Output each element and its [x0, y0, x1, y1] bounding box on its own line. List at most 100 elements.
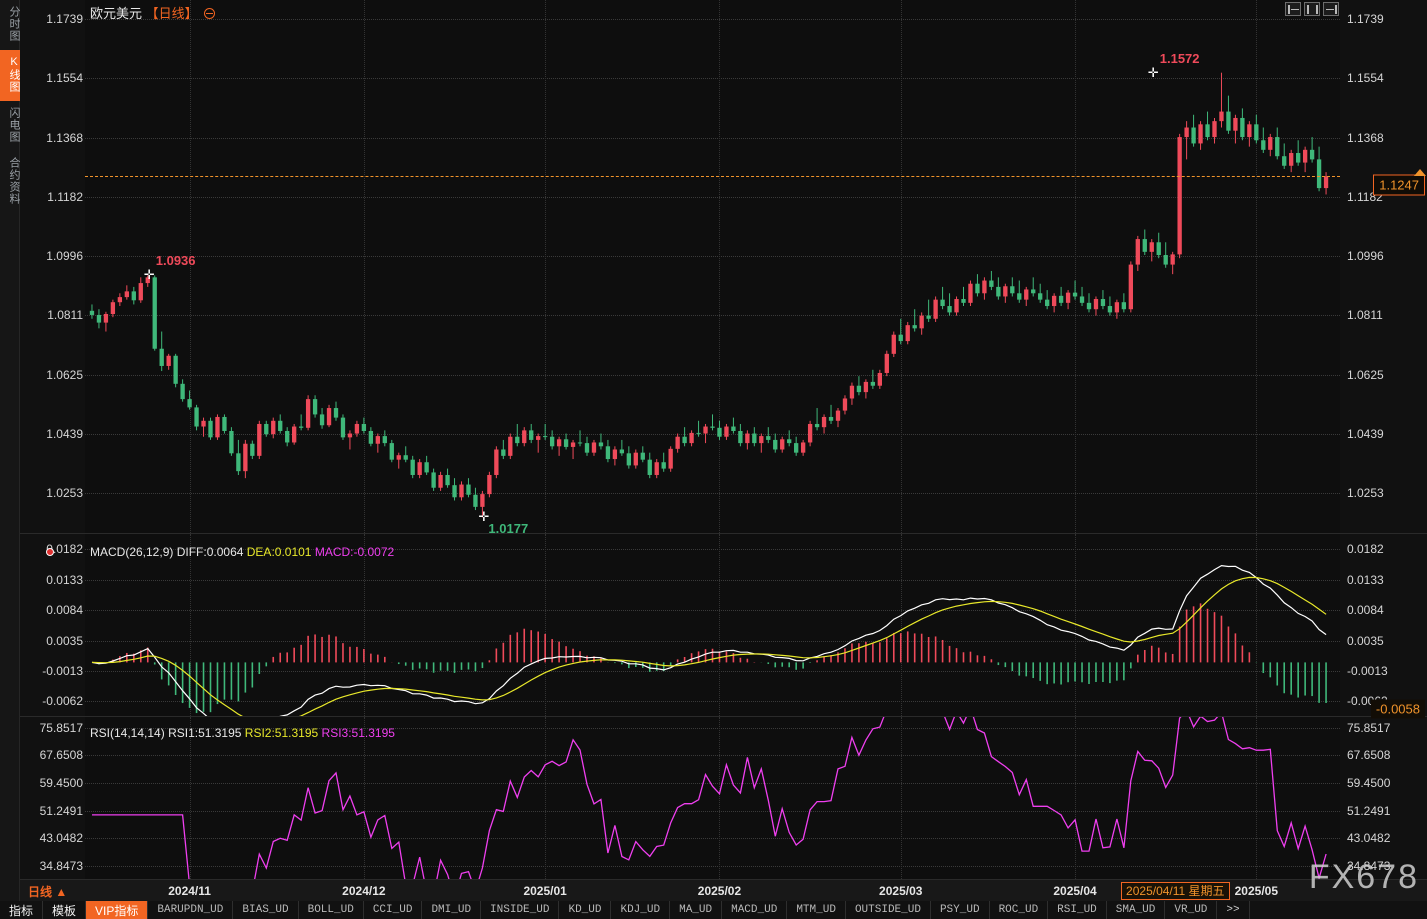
sidebar-item-timeshare[interactable]: 分时图 — [8, 6, 20, 42]
rsi-series — [92, 717, 1327, 879]
toolbar-item-[interactable]: 指标 — [0, 901, 44, 919]
align-center-icon[interactable] — [1304, 2, 1320, 16]
grid-line — [85, 548, 1340, 550]
grid-line — [85, 838, 1340, 840]
toolbar-item-ma-ud[interactable]: MA_UD — [670, 901, 723, 919]
align-left-icon[interactable] — [1285, 2, 1301, 16]
macd-macd-value: MACD:-0.0072 — [314, 545, 395, 559]
price-plot-area[interactable] — [85, 0, 1340, 533]
y-tick-left: -0.0062 — [42, 694, 83, 709]
grid-line — [85, 493, 1340, 495]
y-tick-right: 34.8473 — [1347, 859, 1391, 873]
macd-indicator-pane: MACD(26,12,9) DIFF:0.0064 DEA:0.0101 MAC… — [20, 533, 1427, 719]
y-tick-right: 1.0811 — [1347, 308, 1383, 323]
sidebar-item-contract-info[interactable]: 合约资料 — [8, 157, 20, 205]
rsi-plot-area[interactable] — [85, 717, 1340, 879]
rsi1-value: RSI1:51.3195 — [168, 726, 242, 740]
x-tick-label: 2025/02 — [697, 884, 742, 898]
y-tick-right: 1.1554 — [1347, 71, 1384, 86]
toolbar-item-outside-ud[interactable]: OUTSIDE_UD — [846, 901, 931, 919]
y-tick-right: 1.0439 — [1347, 426, 1384, 441]
vertical-grid-line — [719, 534, 721, 716]
grid-line — [85, 78, 1340, 80]
toolbar-item-psy-ud[interactable]: PSY_UD — [931, 901, 990, 919]
toolbar-item-cci-ud[interactable]: CCI_UD — [364, 901, 423, 919]
period-label: 【日线】 — [145, 6, 198, 21]
toolbar-item-vr-ud[interactable]: VR_UD — [1165, 901, 1218, 919]
y-tick-left: 0.0035 — [46, 633, 83, 648]
toolbar-item-macd-ud[interactable]: MACD_UD — [722, 901, 788, 919]
vertical-grid-line — [1256, 0, 1258, 533]
sidebar-item-lightning[interactable]: 闪电图 — [8, 107, 20, 143]
annotation-crosshair-icon: ✛ — [478, 509, 490, 525]
vertical-grid-line — [1075, 0, 1077, 533]
toolbar-item-barupdn-ud[interactable]: BARUPDN_UD — [148, 901, 234, 919]
toolbar-item-mtm-ud[interactable]: MTM_UD — [787, 901, 846, 919]
grid-line — [85, 727, 1340, 729]
toolbar-item-roc-ud[interactable]: ROC_UD — [990, 901, 1049, 919]
toolbar-item-dmi-ud[interactable]: DMI_UD — [422, 901, 482, 919]
y-tick-right: 67.6508 — [1347, 748, 1391, 763]
vertical-grid-line — [189, 717, 191, 879]
symbol-name: 欧元美元 — [90, 6, 143, 21]
y-tick-right: 0.0182 — [1347, 541, 1384, 556]
rsi-legend: RSI(14,14,14) RSI1:51.3195 RSI2:51.3195 … — [90, 726, 395, 740]
settings-circle-icon[interactable] — [204, 8, 216, 19]
sidebar-item-kline[interactable]: K线图 — [0, 50, 20, 101]
x-tick-label: 2025/05 — [1234, 884, 1279, 898]
toolbar-item-vip[interactable]: VIP指标 — [86, 901, 149, 919]
grid-line — [85, 197, 1340, 198]
y-tick-left: 1.1739 — [46, 12, 83, 27]
y-tick-left: 51.2491 — [39, 803, 83, 818]
price-annotation: 1.0177 — [488, 521, 529, 537]
y-tick-left: 43.0482 — [39, 831, 83, 846]
toolbar-item-sma-ud[interactable]: SMA_UD — [1107, 901, 1166, 919]
grid-line — [85, 755, 1340, 757]
vertical-grid-line — [719, 0, 721, 533]
y-tick-left: 67.6508 — [39, 748, 83, 763]
x-tick-label: 2025/03 — [879, 884, 923, 898]
indicator-toolbar: 指标 模板 VIP指标 BARUPDN_UD BIAS_UD BOLL_UD CCI_UD D… — [0, 901, 1427, 919]
toolbar-item-kd-ud[interactable]: KD_UD — [559, 901, 612, 919]
grid-line — [85, 579, 1340, 581]
y-tick-right: -0.0013 — [1347, 663, 1388, 678]
y-tick-right: 1.1739 — [1347, 12, 1384, 27]
grid-line — [85, 810, 1340, 812]
y-tick-right: 1.1368 — [1347, 130, 1384, 145]
grid-line — [85, 640, 1340, 642]
y-tick-left: 0.0182 — [46, 541, 83, 556]
y-tick-right: 1.0253 — [1347, 486, 1384, 501]
x-tick-label: 2024/11 — [168, 884, 211, 898]
toolbar-item-rsi-ud[interactable]: RSI_UD — [1048, 901, 1107, 919]
y-tick-right: 0.0084 — [1347, 603, 1384, 618]
toolbar-item-[interactable]: >> — [1217, 901, 1250, 919]
y-tick-left: 1.0439 — [46, 426, 83, 441]
period-tag[interactable]: 日线 ▲ — [28, 885, 68, 899]
vertical-grid-line — [719, 717, 721, 879]
candlestick-series — [89, 72, 1329, 518]
y-tick-right: 0.0133 — [1347, 572, 1384, 587]
vertical-grid-line — [363, 717, 365, 879]
y-tick-left: 1.0625 — [46, 367, 83, 382]
grid-line — [85, 19, 1340, 21]
macd-plot-area[interactable] — [85, 534, 1340, 716]
vertical-grid-line — [545, 717, 547, 879]
price-annotation: 1.1572 — [1159, 50, 1200, 66]
current-price-line — [85, 176, 1340, 178]
align-right-icon[interactable] — [1323, 2, 1339, 16]
indicator-settings-icon[interactable] — [42, 544, 56, 558]
selected-date-badge: 2025/04/11 星期五 — [1121, 882, 1230, 900]
toolbar-item-kdj-ud[interactable]: KDJ_UD — [611, 901, 671, 919]
toolbar-item-boll-ud[interactable]: BOLL_UD — [299, 901, 364, 919]
toolbar-item-[interactable]: 模板 — [43, 901, 87, 919]
toolbar-item-inside-ud[interactable]: INSIDE_UD — [481, 901, 560, 919]
toolbar-item-bias-ud[interactable]: BIAS_UD — [233, 901, 299, 919]
grid-line — [85, 315, 1340, 317]
macd-legend: MACD(26,12,9) DIFF:0.0064 DEA:0.0101 MAC… — [90, 545, 394, 559]
vertical-grid-line — [1256, 534, 1258, 716]
vertical-grid-line — [1075, 534, 1077, 716]
vertical-grid-line — [363, 534, 365, 716]
annotation-crosshair-icon: ✛ — [143, 267, 155, 283]
rsi2-value: RSI2:51.3195 — [244, 726, 319, 740]
